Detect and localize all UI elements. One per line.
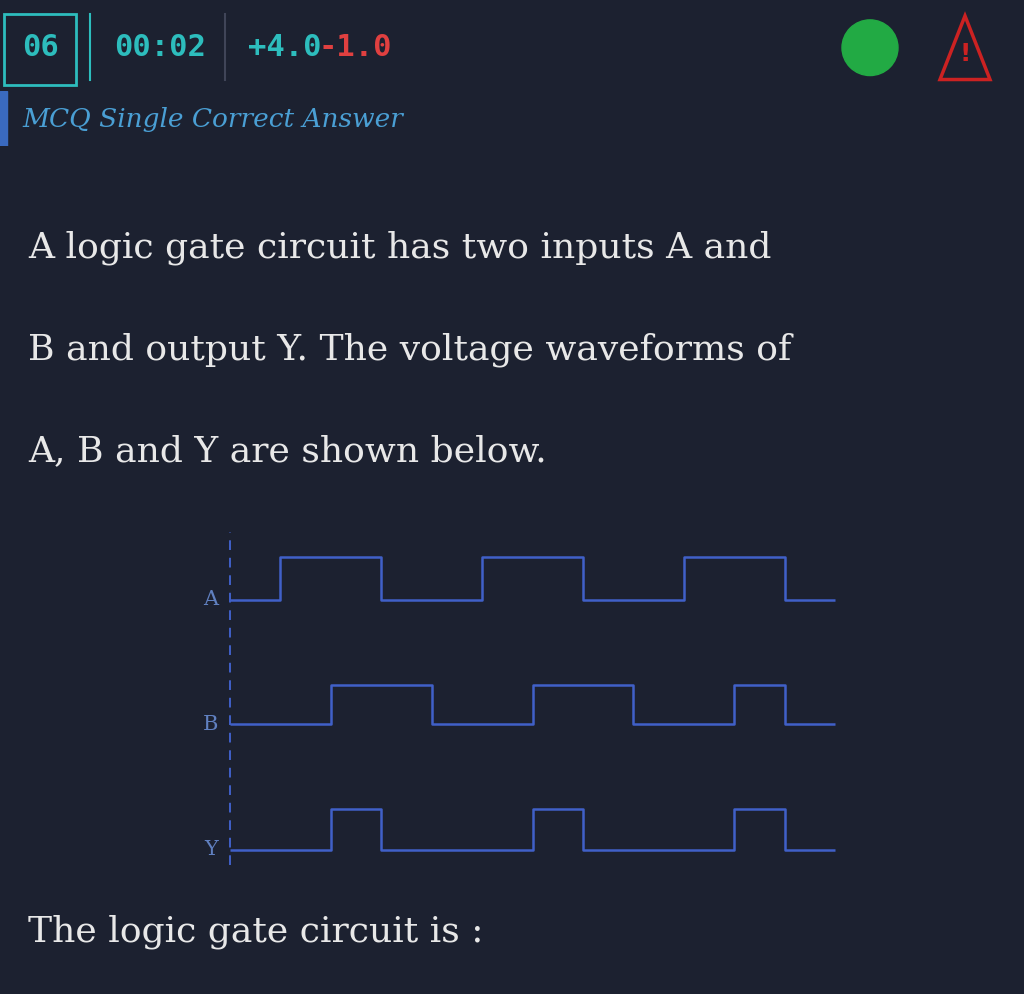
Circle shape [842,20,898,76]
Text: A, B and Y are shown below.: A, B and Y are shown below. [28,434,547,468]
Text: 00:02: 00:02 [114,33,206,63]
Text: +4.0: +4.0 [248,33,322,63]
Text: -1.0: -1.0 [318,33,392,63]
Text: A logic gate circuit has two inputs A and: A logic gate circuit has two inputs A an… [28,231,771,265]
Text: A: A [203,590,218,609]
Text: +: + [855,31,885,65]
Text: MCQ Single Correct Answer: MCQ Single Correct Answer [22,106,402,132]
Text: 06: 06 [22,33,58,63]
Text: !: ! [959,42,971,66]
Text: Y: Y [204,840,218,860]
Text: B: B [203,715,218,734]
Bar [0,91,7,146]
Text: B and output Y. The voltage waveforms of: B and output Y. The voltage waveforms of [28,332,792,367]
Text: The logic gate circuit is :: The logic gate circuit is : [28,914,483,949]
